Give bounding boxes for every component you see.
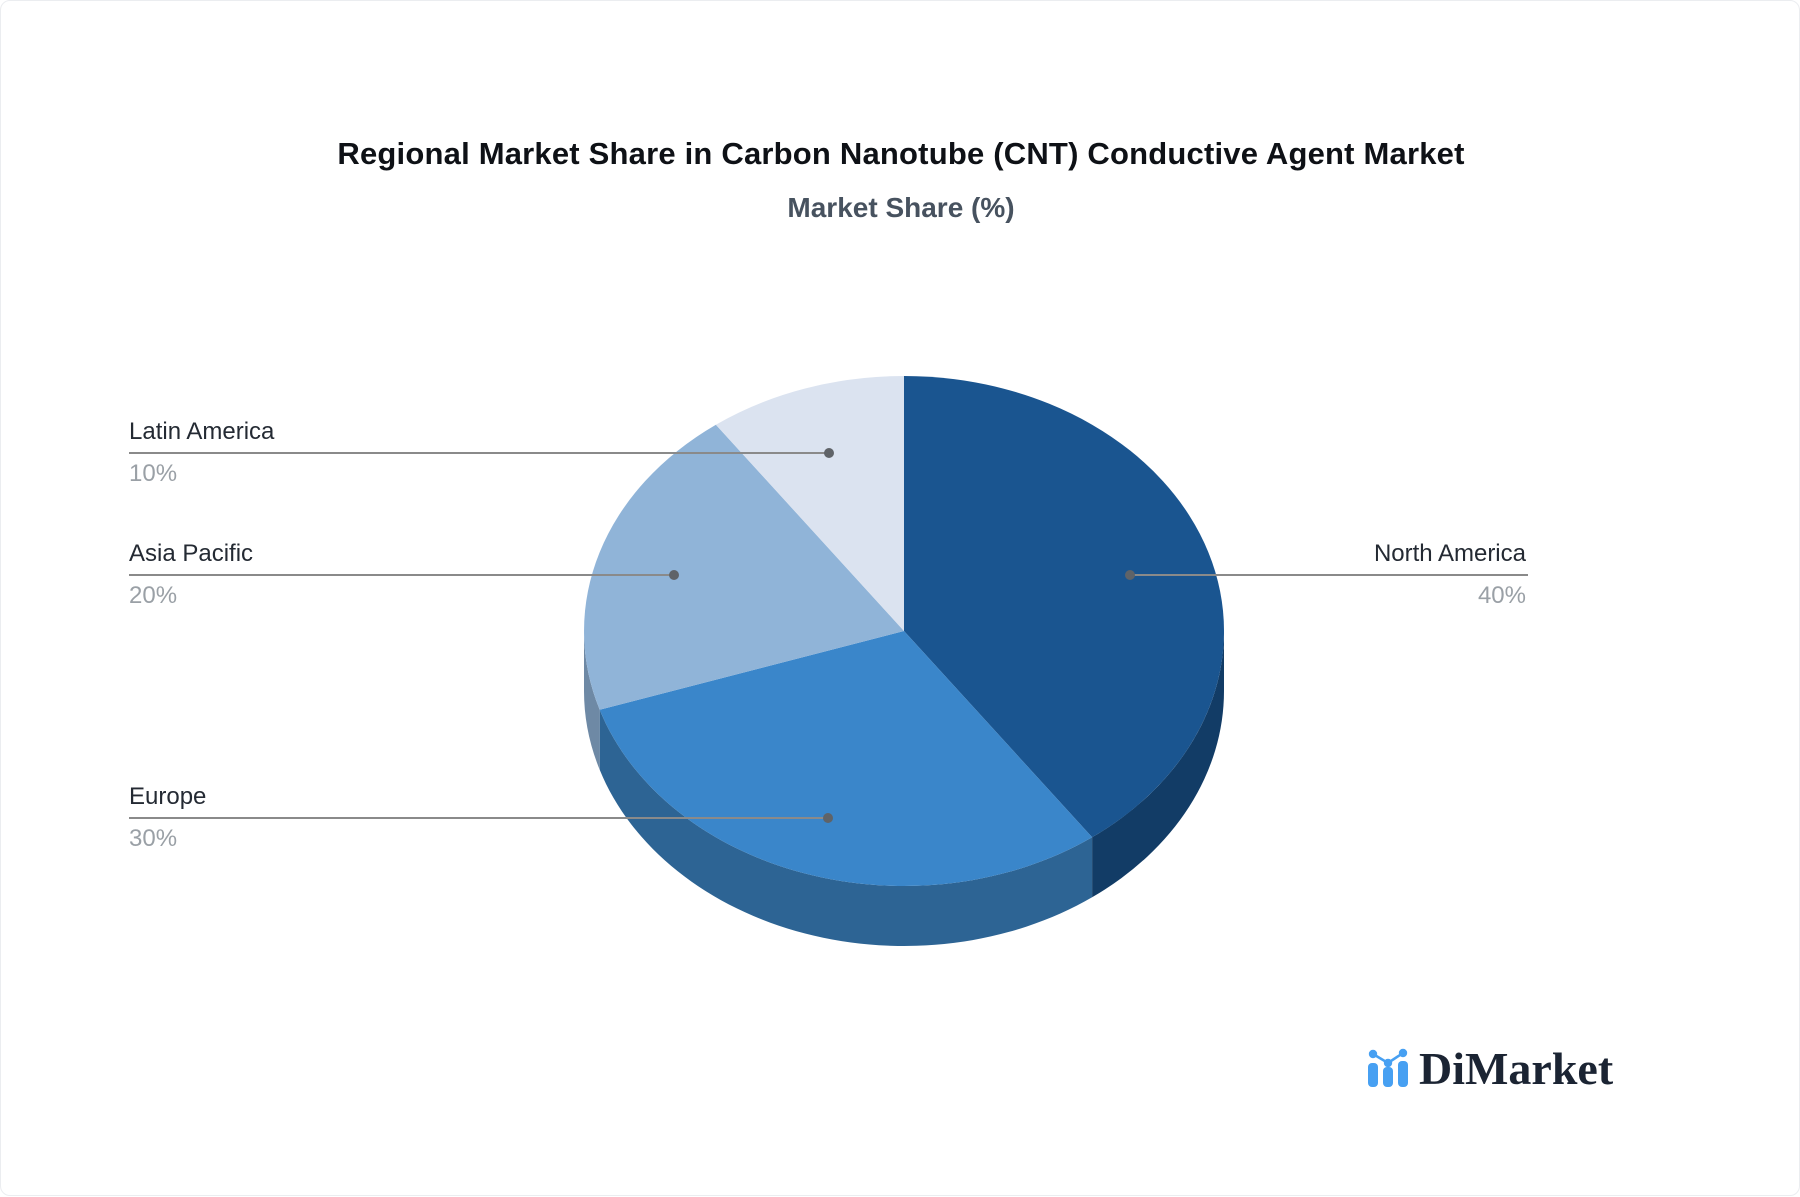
leader-dot-latin-america (824, 448, 834, 458)
callout-value-north-america: 40% (1477, 582, 1526, 609)
pie-slice-side (584, 631, 600, 770)
leader-dot-north-america (1125, 570, 1135, 580)
bar-chart-trend-icon (1368, 1048, 1408, 1087)
callout-value-asia-pacific: 20% (129, 582, 178, 609)
pie-slice-asia-pacific (584, 424, 904, 710)
pie-slice-side (1092, 631, 1224, 898)
pie-slice-north-america (904, 376, 1225, 838)
callout-value-latin-america: 10% (129, 460, 178, 487)
callout-label-north-america: North America (1373, 540, 1526, 567)
pie-slice-europe (599, 631, 1093, 886)
callout-label-europe: Europe (129, 783, 207, 810)
dimarket-logo-text: DiMarket (1419, 1043, 1614, 1094)
leader-dot-europe (823, 813, 833, 823)
pie-slice-side (599, 709, 1093, 946)
chart-subtitle: Market Share (%) (787, 192, 1015, 223)
callout-value-europe: 30% (129, 825, 178, 852)
callout-label-latin-america: Latin America (129, 418, 275, 445)
chart-title: Regional Market Share in Carbon Nanotube… (337, 136, 1465, 171)
dimarket-logo: DiMarket (1364, 1041, 1664, 1103)
callout-label-asia-pacific: Asia Pacific (129, 540, 254, 567)
pie-slice-latin-america (715, 376, 904, 631)
leader-dot-asia-pacific (669, 570, 679, 580)
